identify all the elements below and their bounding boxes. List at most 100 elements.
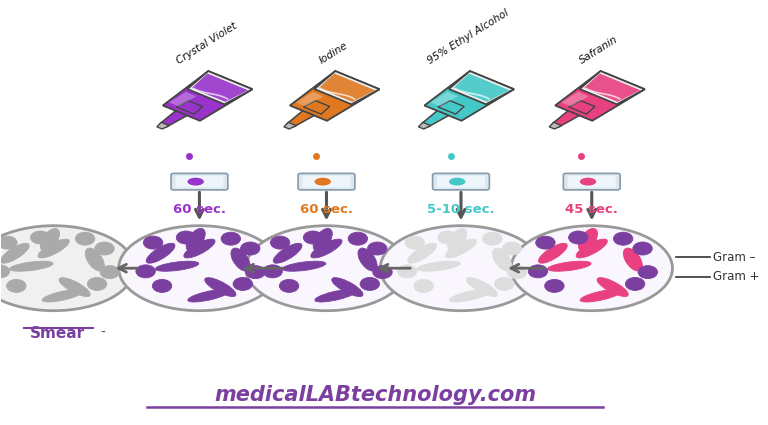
- Text: 95% Ethyl Alcohol: 95% Ethyl Alcohol: [426, 7, 511, 65]
- Ellipse shape: [417, 261, 460, 271]
- FancyBboxPatch shape: [568, 176, 616, 187]
- Ellipse shape: [398, 265, 417, 278]
- FancyBboxPatch shape: [437, 176, 485, 187]
- Ellipse shape: [176, 231, 196, 244]
- Ellipse shape: [578, 228, 598, 251]
- Ellipse shape: [273, 243, 302, 263]
- Ellipse shape: [372, 266, 392, 279]
- Polygon shape: [160, 111, 187, 127]
- Ellipse shape: [368, 242, 387, 255]
- Text: Gram –: Gram –: [713, 251, 755, 264]
- Polygon shape: [177, 101, 203, 114]
- Text: Safranin: Safranin: [578, 34, 621, 65]
- Text: -: -: [100, 326, 105, 340]
- Ellipse shape: [280, 279, 299, 292]
- Ellipse shape: [311, 239, 342, 258]
- Circle shape: [119, 226, 280, 311]
- Polygon shape: [552, 111, 579, 127]
- Ellipse shape: [482, 232, 502, 245]
- Ellipse shape: [283, 261, 326, 271]
- Polygon shape: [287, 111, 314, 127]
- Ellipse shape: [492, 248, 511, 271]
- Ellipse shape: [187, 178, 204, 186]
- Polygon shape: [569, 101, 595, 114]
- Ellipse shape: [625, 278, 645, 290]
- Polygon shape: [419, 122, 431, 129]
- Text: Gram +: Gram +: [713, 270, 760, 283]
- Ellipse shape: [9, 261, 53, 271]
- Ellipse shape: [221, 232, 240, 245]
- Polygon shape: [284, 122, 296, 129]
- Ellipse shape: [0, 236, 17, 249]
- Text: 5-10 sec.: 5-10 sec.: [427, 203, 495, 215]
- Ellipse shape: [38, 239, 69, 258]
- Polygon shape: [584, 74, 641, 102]
- Ellipse shape: [614, 232, 633, 245]
- Ellipse shape: [188, 289, 229, 302]
- Ellipse shape: [146, 243, 175, 263]
- Ellipse shape: [1, 243, 29, 263]
- Ellipse shape: [59, 278, 90, 297]
- Polygon shape: [163, 71, 253, 121]
- Polygon shape: [314, 71, 379, 104]
- FancyBboxPatch shape: [432, 173, 489, 190]
- Ellipse shape: [438, 231, 457, 244]
- Circle shape: [0, 226, 134, 311]
- FancyBboxPatch shape: [298, 173, 355, 190]
- Polygon shape: [425, 71, 514, 121]
- Polygon shape: [319, 74, 375, 102]
- Polygon shape: [561, 92, 589, 106]
- Ellipse shape: [466, 278, 498, 297]
- Ellipse shape: [184, 239, 215, 258]
- Text: 45 sec.: 45 sec.: [565, 203, 618, 215]
- Ellipse shape: [528, 265, 548, 278]
- Ellipse shape: [31, 231, 50, 244]
- Ellipse shape: [41, 228, 59, 251]
- Ellipse shape: [313, 228, 333, 251]
- Ellipse shape: [580, 178, 596, 186]
- Ellipse shape: [246, 266, 265, 279]
- Text: 60 sec.: 60 sec.: [300, 203, 353, 215]
- Ellipse shape: [405, 236, 425, 249]
- Ellipse shape: [42, 289, 83, 302]
- Ellipse shape: [576, 239, 607, 258]
- Polygon shape: [422, 111, 449, 127]
- Ellipse shape: [508, 266, 527, 279]
- Text: medicalLABtechnology.com: medicalLABtechnology.com: [214, 385, 536, 405]
- Ellipse shape: [231, 248, 250, 271]
- Text: 60 sec.: 60 sec.: [173, 203, 226, 215]
- Ellipse shape: [568, 231, 588, 244]
- Ellipse shape: [348, 232, 368, 245]
- Ellipse shape: [536, 236, 555, 249]
- Polygon shape: [157, 122, 169, 129]
- Circle shape: [511, 226, 673, 311]
- Ellipse shape: [414, 279, 433, 292]
- Ellipse shape: [580, 289, 621, 302]
- Ellipse shape: [449, 289, 491, 302]
- Polygon shape: [430, 92, 458, 106]
- Text: Crystal Violet: Crystal Violet: [175, 20, 239, 65]
- Polygon shape: [187, 71, 253, 104]
- Polygon shape: [296, 92, 323, 106]
- Ellipse shape: [144, 236, 163, 249]
- Ellipse shape: [638, 266, 657, 279]
- Ellipse shape: [358, 248, 377, 271]
- Polygon shape: [580, 71, 645, 104]
- Polygon shape: [192, 74, 248, 102]
- Ellipse shape: [315, 178, 331, 186]
- Ellipse shape: [155, 261, 199, 271]
- FancyBboxPatch shape: [303, 176, 350, 187]
- Polygon shape: [549, 122, 561, 129]
- Ellipse shape: [240, 242, 260, 255]
- Ellipse shape: [315, 289, 356, 302]
- FancyBboxPatch shape: [171, 173, 228, 190]
- Ellipse shape: [100, 266, 120, 279]
- Ellipse shape: [445, 239, 477, 258]
- Ellipse shape: [94, 242, 114, 255]
- Ellipse shape: [136, 265, 155, 278]
- Ellipse shape: [408, 243, 436, 263]
- Ellipse shape: [270, 236, 290, 249]
- Ellipse shape: [624, 248, 642, 271]
- Ellipse shape: [538, 243, 568, 263]
- Ellipse shape: [545, 279, 564, 292]
